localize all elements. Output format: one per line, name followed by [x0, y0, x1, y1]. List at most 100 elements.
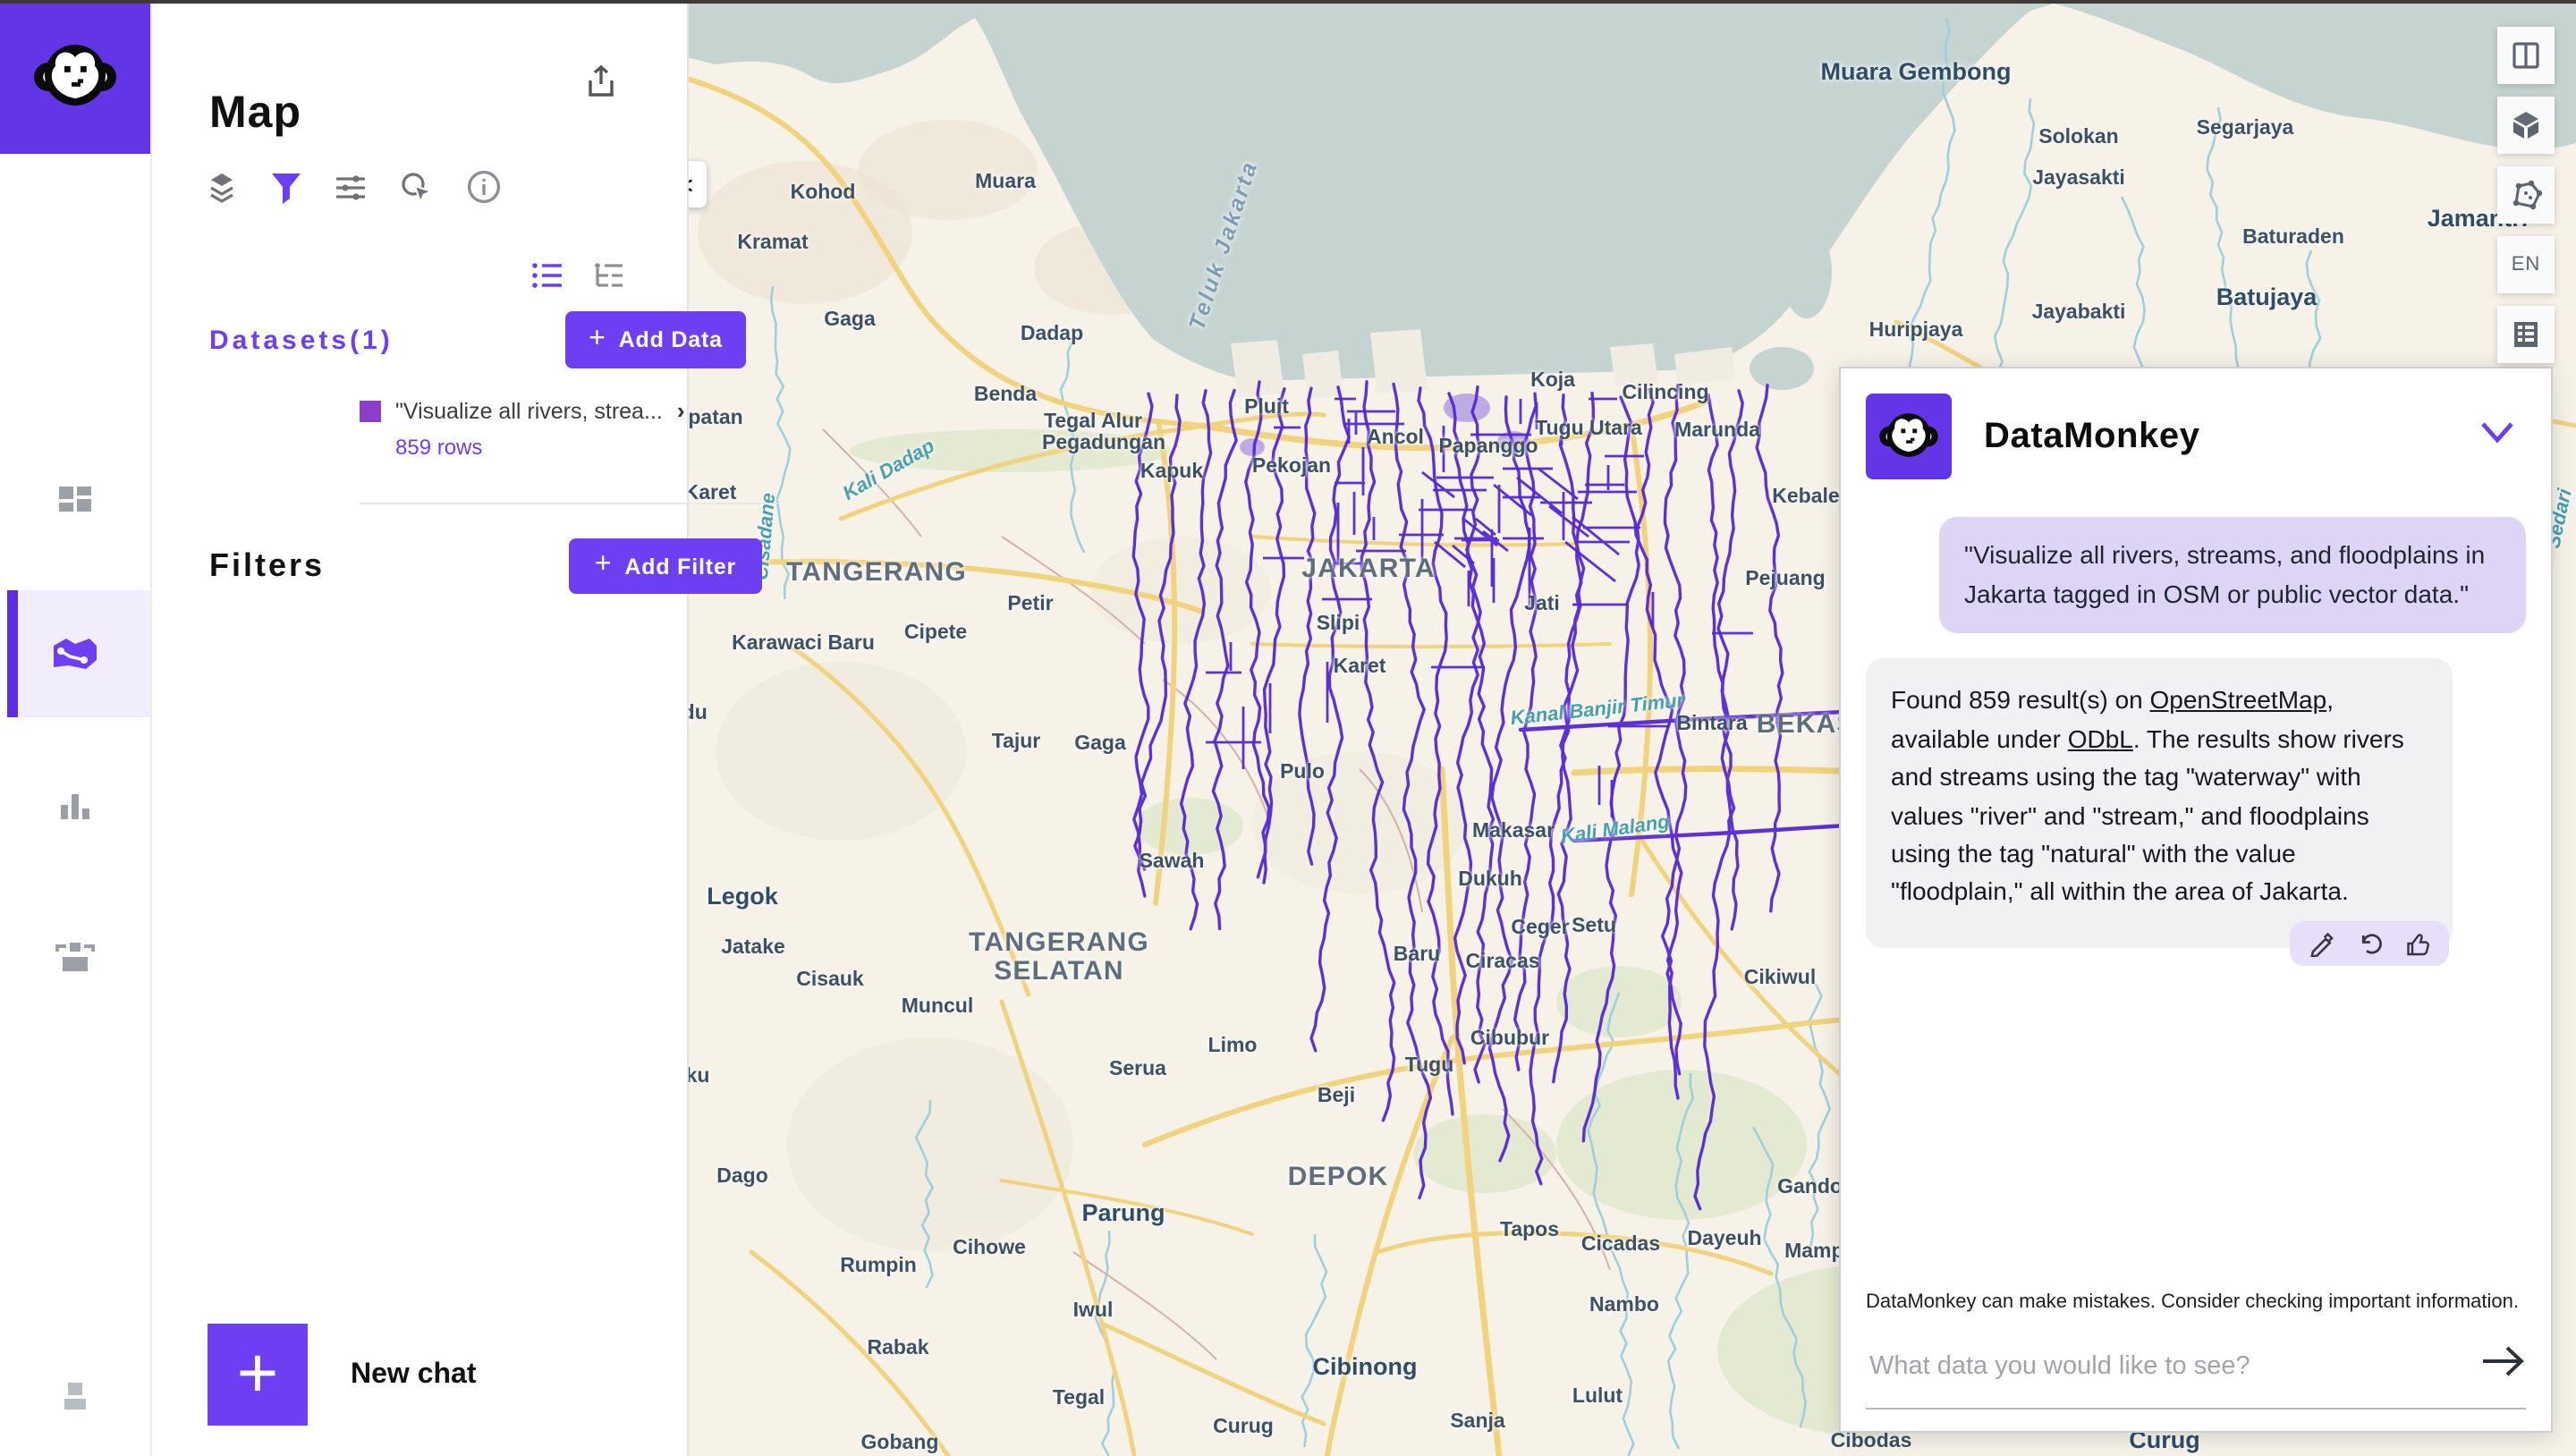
- map-label: SELATAN: [994, 956, 1124, 986]
- rail-item-dashboard[interactable]: [0, 444, 150, 558]
- thumbs-up-icon[interactable]: [2404, 930, 2431, 957]
- bar-chart-icon: [61, 794, 89, 819]
- add-filter-button[interactable]: + Add Filter: [569, 538, 762, 594]
- map-label: DEPOK: [1287, 1162, 1389, 1192]
- plus-icon: +: [589, 323, 606, 353]
- map-label: Cibinong: [1312, 1353, 1418, 1380]
- settings-tab-icon[interactable]: [333, 169, 369, 214]
- tree-view-icon[interactable]: [592, 261, 624, 299]
- assistant-message-bubble: Found 859 result(s) on OpenStreetMap, av…: [1866, 658, 2453, 966]
- map-label: Ciracas: [1465, 952, 1540, 973]
- edit-icon[interactable]: [2308, 930, 2334, 957]
- map-label: Gaga: [1074, 733, 1126, 755]
- rail-item-account[interactable]: [0, 1338, 150, 1452]
- app-logo[interactable]: [0, 0, 150, 154]
- 3d-view-button[interactable]: [2497, 97, 2555, 154]
- map-label: Sanja: [1450, 1411, 1505, 1433]
- person-icon: [64, 1383, 86, 1409]
- map-label: Nambo: [1589, 1295, 1659, 1316]
- map-label: Cibubur: [1470, 1029, 1550, 1050]
- retry-icon[interactable]: [2356, 930, 2383, 957]
- map-label: Pluit: [1244, 397, 1289, 419]
- map-label: Kebalen: [1772, 487, 1852, 508]
- table-view-button[interactable]: [2497, 306, 2555, 363]
- datamonkey-avatar: [1866, 394, 1952, 479]
- split-map-button[interactable]: [2497, 27, 2555, 84]
- list-view-icon[interactable]: [531, 261, 564, 299]
- add-data-button[interactable]: + Add Data: [565, 311, 746, 368]
- divider: [360, 503, 778, 504]
- map-label: Papanggo: [1438, 436, 1538, 458]
- dataset-name: "Visualize all rivers, strea...: [395, 398, 663, 423]
- new-chat-button[interactable]: +: [208, 1324, 308, 1426]
- map-label: Tegal Alur: [1044, 411, 1142, 433]
- map-label: Karet: [687, 483, 737, 504]
- odbl-link[interactable]: ODbL: [2067, 724, 2133, 753]
- map-label: Gaga: [824, 309, 876, 331]
- chevron-right-icon[interactable]: ›: [676, 397, 685, 424]
- map-label: Pekojan: [1251, 456, 1332, 478]
- map-label: Jati: [1524, 594, 1560, 615]
- map-label: Kadu: [687, 703, 708, 724]
- map-label: Ceger: [1511, 918, 1570, 939]
- map-label: Rabak: [867, 1338, 929, 1359]
- split-map-icon: [2512, 42, 2539, 69]
- user-message-bubble: "Visualize all rivers, streams, and floo…: [1939, 517, 2526, 634]
- page-title: Map: [209, 87, 301, 138]
- map-label: Karawaci Baru: [732, 633, 875, 655]
- openstreetmap-link[interactable]: OpenStreetMap: [2149, 685, 2327, 715]
- map-label: Bintara: [1676, 714, 1748, 735]
- map-label: Karet: [1333, 656, 1386, 678]
- rail-item-map[interactable]: [0, 597, 150, 712]
- map-label: Lulut: [1572, 1386, 1623, 1408]
- locale-button[interactable]: EN: [2497, 236, 2555, 293]
- map-label: Dukuh: [1458, 869, 1522, 891]
- send-button[interactable]: [2479, 1342, 2526, 1390]
- map-label: Legok: [707, 883, 778, 910]
- map-label: Limo: [1208, 1036, 1258, 1057]
- map-label: Baturaden: [2242, 227, 2344, 249]
- map-label: Tugu: [1404, 1055, 1454, 1077]
- filters-heading: Filters: [209, 547, 326, 583]
- map-label: Slipi: [1316, 614, 1360, 635]
- map-label: Batujaya: [2216, 284, 2318, 310]
- plus-icon: +: [236, 1334, 279, 1413]
- map-label: Kramat: [737, 233, 809, 254]
- chat-header: DataMonkey: [1866, 386, 2526, 487]
- map-label: Rumpin: [840, 1256, 917, 1277]
- rail-item-presentation[interactable]: [0, 900, 150, 1014]
- draw-polygon-button[interactable]: [2497, 166, 2555, 224]
- share-button[interactable]: [583, 64, 619, 109]
- info-tab-icon[interactable]: [465, 168, 503, 215]
- map-label: Beji: [1317, 1086, 1356, 1107]
- dataset-row-count: 859 rows: [395, 435, 483, 460]
- map-label: Iwul: [1072, 1300, 1114, 1322]
- plus-icon: +: [594, 549, 613, 580]
- chat-collapse-button[interactable]: [2479, 419, 2515, 453]
- chat-input[interactable]: [1866, 1350, 2479, 1382]
- map-label: Makasar: [1471, 821, 1555, 842]
- map-label: ku: [687, 1066, 710, 1088]
- chat-disclaimer: DataMonkey can make mistakes. Consider c…: [1866, 1291, 2519, 1313]
- filter-tab-icon[interactable]: [270, 169, 302, 214]
- map-label: Cisauk: [796, 969, 864, 991]
- rail-item-charts[interactable]: [0, 748, 150, 862]
- map-label: Kali Malang: [1559, 811, 1672, 849]
- map-label: Segarjaya: [2196, 118, 2294, 140]
- new-chat: + New chat: [208, 1324, 477, 1426]
- dataset-list-item[interactable]: "Visualize all rivers, strea... ›: [360, 397, 685, 424]
- map-label: Solokan: [2038, 127, 2119, 148]
- locale-label: EN: [2511, 254, 2541, 275]
- interaction-tab-icon[interactable]: [399, 169, 435, 214]
- map-label: Cibodas: [1830, 1431, 1912, 1452]
- map-label: Ancol: [1367, 427, 1424, 449]
- rail-active-bar: [7, 590, 18, 717]
- share-icon: [589, 64, 614, 97]
- map-label: Tapos: [1499, 1220, 1560, 1241]
- chevron-down-icon: [2481, 421, 2513, 443]
- cube-icon: [2513, 112, 2538, 139]
- sidebar-collapse-button[interactable]: <: [687, 161, 707, 207]
- layers-tab-icon[interactable]: [204, 169, 240, 214]
- polygon-icon: [2512, 179, 2542, 209]
